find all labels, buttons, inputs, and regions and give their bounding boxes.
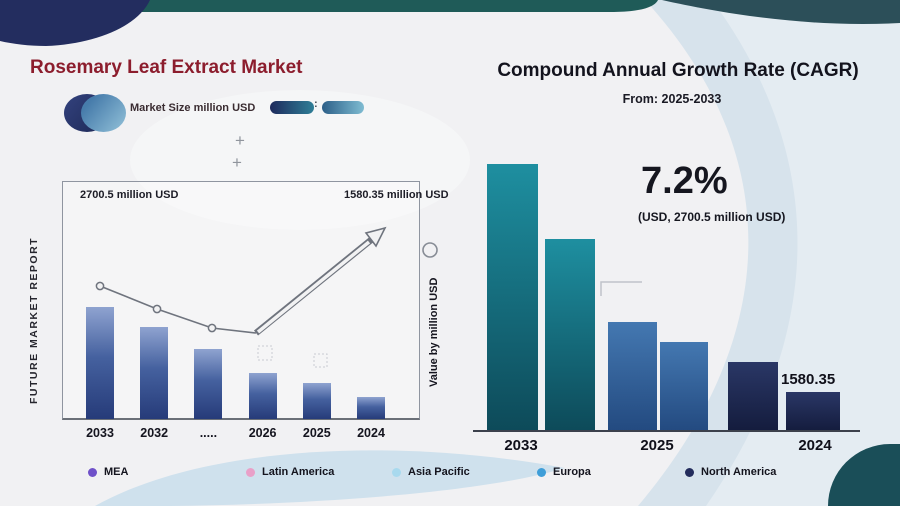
top-right-wedge	[662, 0, 900, 25]
cagr-title: Compound Annual Growth Rate (CAGR)	[497, 60, 859, 81]
cagr-bars	[475, 160, 860, 431]
market-size-bar-2032	[140, 327, 169, 419]
plus-decoration-1: +	[235, 131, 245, 150]
x-label-2033: 2033	[86, 426, 114, 440]
left-chart-title: Rosemary Leaf Extract Market	[30, 57, 303, 78]
x-label-2024: 2024	[357, 426, 385, 440]
legend-dot-north-america	[685, 467, 694, 477]
bottom-left-curve	[95, 450, 565, 506]
cagr-x-label-2024: 2024	[798, 437, 832, 454]
x-label-2026: 2026	[248, 426, 277, 440]
gradient-pill-icon-2	[322, 101, 364, 114]
market-size-bar-2033	[86, 307, 114, 419]
market-size-bar-dots	[194, 349, 223, 419]
right-swoosh-inner	[706, 0, 900, 506]
soft-blob	[130, 90, 470, 230]
legend-item-latin-america: Latin America	[246, 466, 334, 478]
cagr-end-value-label: 1580.35	[781, 371, 836, 388]
legend-label-mea: MEA	[104, 466, 129, 478]
plus-decoration-2: +	[232, 153, 242, 172]
cagr-x-axis-line	[473, 430, 860, 432]
market-size-bars	[62, 181, 420, 419]
legend-item-mea: MEA	[88, 466, 128, 478]
legend-label-asia-pacific: Asia Pacific	[408, 466, 470, 478]
cagr-bar-2025-1	[608, 322, 657, 431]
legend-item-north-america: North America	[685, 466, 776, 478]
market-size-x-axis: 2033 2032..... 2026 2025 2024	[62, 426, 420, 442]
legend-dot-asia-pacific	[392, 467, 401, 477]
market-size-bar-2026	[248, 373, 277, 419]
region-legend: MEA Latin America Asia Pacific Europa North …	[0, 466, 900, 488]
market-size-bar-2024	[357, 397, 385, 419]
legend-label-north-america: North America	[701, 466, 777, 478]
x-label-2032: 2032	[140, 426, 169, 440]
gradient-pill-icon-1	[270, 101, 314, 114]
cagr-x-label-2033: 2033	[504, 437, 538, 454]
cagr-subtitle: From: 2025-2033	[622, 92, 722, 106]
future-market-report-watermark: FUTURE MARKET REPORT	[28, 236, 40, 404]
legend-item-asia-pacific: Asia Pacific	[392, 466, 470, 478]
legend-label-europa: Europa	[553, 466, 591, 478]
top-teal-band	[0, 0, 658, 12]
legend-dot-latin-america	[246, 467, 255, 477]
legend-label-latin-america: Latin America	[262, 466, 335, 478]
legend-dot-europa	[537, 467, 546, 477]
cagr-note: (USD, 2700.5 million USD)	[638, 210, 786, 224]
end-value-label: 1580.35 million USD	[344, 189, 449, 201]
value-axis-label: Value by million USD	[428, 277, 440, 387]
market-size-bar-2025	[302, 383, 331, 419]
cagr-bar-2033-1	[487, 164, 538, 431]
start-value-label: 2700.5 million USD	[80, 189, 179, 201]
pill-separator: :	[314, 98, 318, 110]
cagr-bar-2033-2	[545, 239, 595, 431]
cagr-bar-2025-2	[660, 342, 708, 431]
cagr-value: 7.2%	[641, 160, 728, 202]
top-left-navy-wave	[0, 0, 150, 46]
market-size-legend: Market Size million USD	[64, 93, 384, 133]
market-size-legend-label: Market Size million USD	[130, 102, 256, 114]
x-label-2025: 2025	[302, 426, 331, 440]
legend-item-europa: Europa	[537, 466, 591, 478]
cagr-bar-2024-2	[786, 392, 840, 431]
cagr-bar-2024-1	[728, 362, 778, 431]
cagr-x-label-2025: 2025	[640, 437, 674, 454]
cylinder-icon-front	[81, 94, 126, 132]
x-label-dots: .....	[199, 426, 218, 440]
legend-dot-mea	[88, 467, 97, 477]
